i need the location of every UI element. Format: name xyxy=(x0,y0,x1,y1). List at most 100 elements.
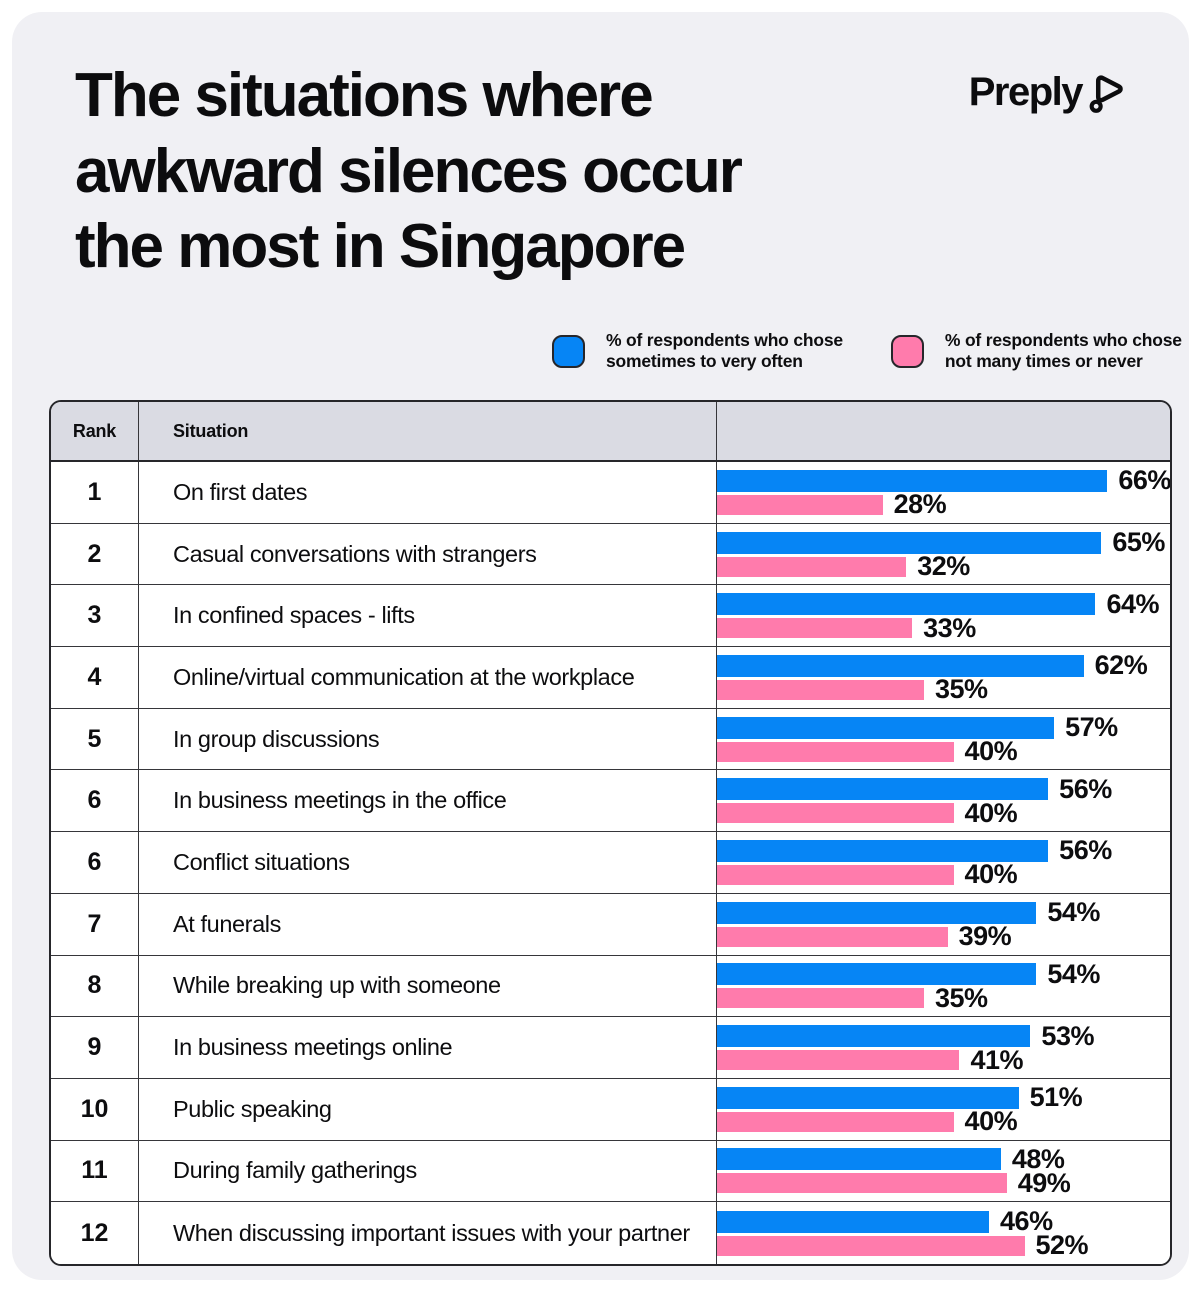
bar-line-sometimes: 56% xyxy=(717,835,1170,865)
legend-item-not-many: % of respondents who chose not many time… xyxy=(890,330,1182,372)
bars-cell: 65% 32% xyxy=(717,524,1170,585)
bar-value-not-many: 35% xyxy=(934,674,988,705)
bar-value-sometimes: 54% xyxy=(1047,958,1100,989)
bar-line-sometimes: 57% xyxy=(717,712,1170,742)
rank-cell: 8 xyxy=(51,955,139,1017)
rank-cell: 12 xyxy=(51,1202,139,1264)
table-row: 7 At funerals 54% 39% xyxy=(51,893,1170,956)
bar-value-sometimes: 65% xyxy=(1112,527,1165,558)
bar-not-many xyxy=(717,803,954,824)
bar-sometimes xyxy=(717,901,1037,924)
bar-value-not-many: 41% xyxy=(970,1044,1023,1075)
bar-sometimes xyxy=(717,1086,1019,1109)
bars-cell: 64% 33% xyxy=(717,585,1170,646)
bar-value-sometimes: 62% xyxy=(1094,650,1148,681)
legend-label-not-many: % of respondents who chose not many time… xyxy=(944,330,1182,371)
rank-cell: 1 xyxy=(51,462,139,523)
table-row: 3 In confined spaces - lifts 64% 33% xyxy=(51,585,1170,648)
situation-cell: In confined spaces - lifts xyxy=(139,585,717,647)
legend: % of respondents who chose sometimes to … xyxy=(552,330,1182,372)
rank-cell: 4 xyxy=(51,647,139,708)
bar-value-sometimes: 51% xyxy=(1029,1082,1083,1113)
bar-sometimes xyxy=(717,1148,1001,1171)
bar-line-sometimes: 62% xyxy=(717,650,1170,680)
bar-value-sometimes: 53% xyxy=(1041,1020,1094,1051)
bar-value-sometimes: 46% xyxy=(1000,1206,1053,1237)
situation-cell: Online/virtual communication at the work… xyxy=(139,647,717,708)
bar-sometimes xyxy=(717,716,1055,739)
rank-cell: 11 xyxy=(51,1140,139,1202)
table-header-row: Rank Situation xyxy=(51,402,1170,462)
bar-line-sometimes: 51% xyxy=(717,1082,1170,1112)
bar-value-sometimes: 64% xyxy=(1106,588,1160,619)
table-row: 1 On first dates 66% 28% xyxy=(51,462,1170,524)
legend-label-sometimes: % of respondents who chose sometimes to … xyxy=(606,330,843,371)
bar-not-many xyxy=(717,1050,960,1071)
situation-cell: In group discussions xyxy=(139,708,717,770)
table-row: 11 During family gatherings 48% 49% xyxy=(51,1140,1170,1203)
page-title: The situations where awkward silences oc… xyxy=(75,61,743,282)
situation-cell: When discussing important issues with yo… xyxy=(139,1202,717,1264)
bars-cell: 57% 40% xyxy=(717,709,1170,770)
rank-cell: 2 xyxy=(51,523,139,585)
bar-value-sometimes: 56% xyxy=(1059,773,1112,804)
column-header-situation: Situation xyxy=(139,402,717,460)
bar-value-not-many: 40% xyxy=(964,859,1018,890)
bar-line-sometimes: 64% xyxy=(717,589,1170,619)
rank-cell: 10 xyxy=(51,1078,139,1140)
table-row: 4 Online/virtual communication at the wo… xyxy=(51,647,1170,709)
bar-sometimes xyxy=(717,469,1108,492)
situation-cell: Public speaking xyxy=(139,1078,717,1140)
legend-swatch-blue xyxy=(552,334,585,368)
situation-cell: Casual conversations with strangers xyxy=(139,523,717,585)
bar-sometimes xyxy=(717,839,1049,862)
bar-line-sometimes: 46% xyxy=(717,1206,1170,1236)
table-row: 6 In business meetings in the office 56%… xyxy=(51,770,1170,833)
bar-line-not-many: 35% xyxy=(717,674,1170,704)
bars-cell: 51% 40% xyxy=(717,1079,1170,1140)
bar-line-not-many: 40% xyxy=(717,798,1170,828)
bar-value-not-many: 49% xyxy=(1017,1167,1071,1198)
situation-cell: In business meetings in the office xyxy=(139,770,717,832)
bar-not-many xyxy=(717,1173,1007,1194)
bar-sometimes xyxy=(717,1025,1031,1048)
bar-value-sometimes: 57% xyxy=(1065,712,1118,743)
situation-cell: In business meetings online xyxy=(139,1017,717,1078)
bar-not-many xyxy=(717,988,924,1009)
table-row: 2 Casual conversations with strangers 65… xyxy=(51,523,1170,586)
table-row: 6 Conflict situations 56% 40% xyxy=(51,832,1170,894)
table-body: 1 On first dates 66% 28% 2 Casual conver… xyxy=(51,462,1170,1264)
bar-value-not-many: 39% xyxy=(958,921,1012,952)
bar-value-sometimes: 48% xyxy=(1011,1143,1065,1174)
bars-cell: 54% 35% xyxy=(717,956,1170,1017)
column-header-rank: Rank xyxy=(51,402,139,460)
bar-line-not-many: 40% xyxy=(717,859,1170,889)
table-row: 12 When discussing important issues with… xyxy=(51,1202,1170,1264)
bar-not-many xyxy=(717,618,913,639)
legend-swatch-pink xyxy=(890,334,924,368)
bars-cell: 56% 40% xyxy=(717,770,1170,831)
bar-value-sometimes: 56% xyxy=(1059,835,1112,866)
bar-line-sometimes: 56% xyxy=(717,774,1170,804)
bar-not-many xyxy=(717,494,883,515)
bar-not-many xyxy=(717,926,948,947)
bar-sometimes xyxy=(717,963,1037,986)
bar-value-not-many: 33% xyxy=(923,612,976,643)
table-row: 9 In business meetings online 53% 41% xyxy=(51,1017,1170,1079)
bars-cell: 62% 35% xyxy=(717,647,1170,708)
bars-cell: 46% 52% xyxy=(717,1202,1170,1264)
bar-value-not-many: 28% xyxy=(893,489,947,520)
infographic-card: The situations where awkward silences oc… xyxy=(12,12,1189,1280)
preply-logo: Preply xyxy=(969,70,1125,115)
bar-line-not-many: 52% xyxy=(717,1230,1170,1260)
situation-cell: While breaking up with someone xyxy=(139,955,717,1017)
bar-line-not-many: 40% xyxy=(717,1106,1170,1136)
situation-cell: At funerals xyxy=(139,893,717,955)
bar-value-sometimes: 66% xyxy=(1118,465,1171,496)
bar-value-sometimes: 54% xyxy=(1047,897,1100,928)
bar-line-not-many: 49% xyxy=(717,1168,1170,1198)
bar-not-many xyxy=(717,1235,1025,1256)
preply-wordmark: Preply xyxy=(968,70,1084,114)
bar-value-not-many: 35% xyxy=(934,982,988,1013)
table-row: 10 Public speaking 51% 40% xyxy=(51,1078,1170,1141)
